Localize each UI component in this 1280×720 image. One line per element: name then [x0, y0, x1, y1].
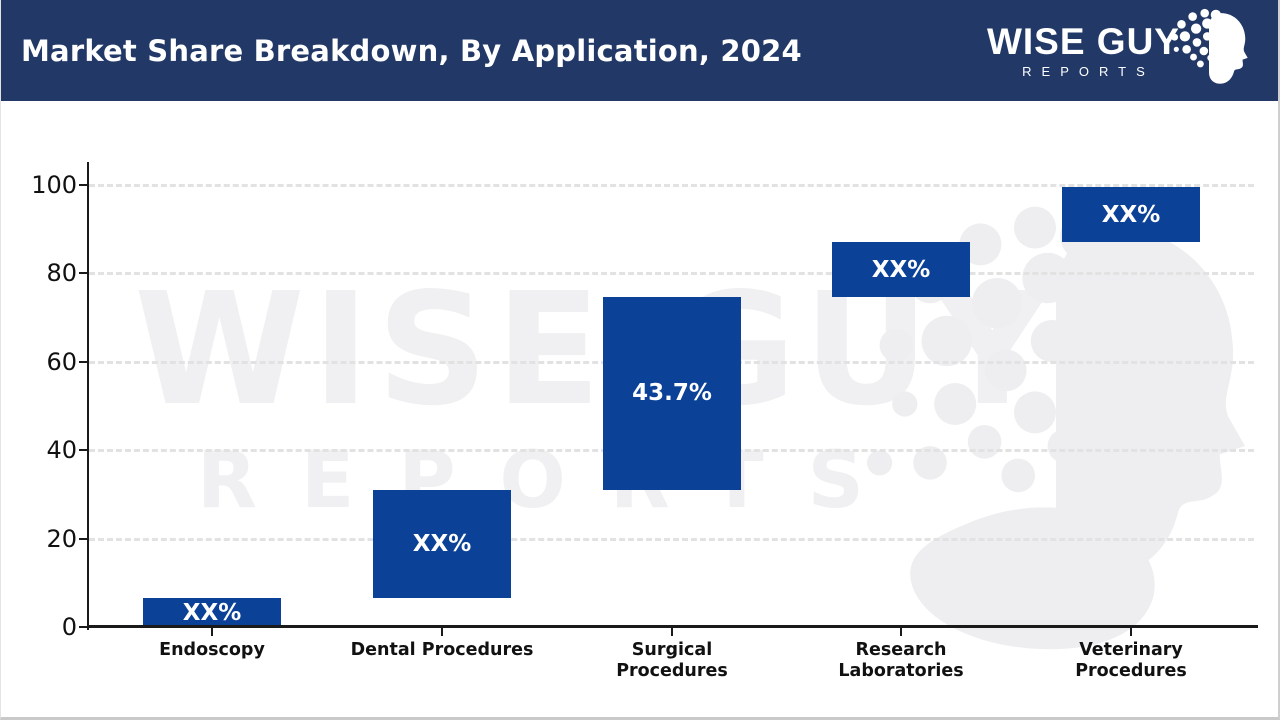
wiseguy-head-logo-icon: [1171, 8, 1248, 84]
watermark-subtitle: REPORTS: [197, 436, 908, 526]
y-axis-tick-mark: [79, 449, 89, 452]
header-bar: Market Share Breakdown, By Application, …: [1, 0, 1278, 101]
bar-endoscopy: XX%: [143, 598, 281, 627]
bar-value-label: XX%: [182, 599, 242, 626]
x-axis-category-label: Dental Procedures: [350, 640, 534, 660]
bar-value-label: 43.7%: [632, 380, 712, 407]
bar-dental-procedures: XX%: [373, 489, 511, 599]
bar-surgical-procedures: 43.7%: [603, 296, 741, 490]
x-axis-category-label: Research Laboratories: [838, 640, 964, 681]
bar-veterinary-procedures: XX%: [1062, 187, 1200, 243]
x-axis-line: [87, 625, 1258, 628]
y-axis-tick-label: 100: [31, 171, 77, 199]
wiseguy-logo: WISE GUY REPORTS: [987, 7, 1252, 95]
y-axis-tick-mark: [79, 272, 89, 275]
bar-value-label: XX%: [412, 531, 472, 558]
x-axis-tick-mark: [671, 628, 673, 636]
logo-wordmark: WISE GUY: [986, 20, 1180, 62]
x-axis-tick-mark: [441, 628, 443, 636]
gridline-80: [89, 272, 1254, 276]
bar-research-laboratories: XX%: [832, 242, 970, 297]
page-title: Market Share Breakdown, By Application, …: [21, 33, 802, 68]
bar-value-label: XX%: [1101, 201, 1161, 228]
gridline-100: [89, 184, 1254, 187]
watermark-head-icon: [867, 206, 1245, 650]
y-axis-tick-label: 40: [46, 436, 77, 465]
y-axis-tick-mark: [79, 184, 89, 186]
bar-value-label: XX%: [871, 256, 931, 283]
x-axis-category-label: Veterinary Procedures: [1075, 640, 1187, 681]
y-axis-tick-label: 80: [46, 259, 77, 288]
y-axis-tick-mark: [79, 360, 89, 363]
y-axis-tick-mark: [79, 626, 89, 628]
y-axis-tick-label: 20: [46, 524, 77, 553]
x-axis-category-label: Surgical Procedures: [616, 640, 728, 681]
y-axis-tick-label: 60: [46, 347, 77, 376]
x-axis-category-label: Endoscopy: [159, 640, 265, 660]
x-axis-tick-mark: [211, 628, 213, 636]
y-axis-tick-mark: [79, 537, 89, 540]
wiseguy-logo-text: WISE GUY REPORTS: [987, 23, 1180, 79]
x-axis-tick-mark: [900, 628, 902, 636]
x-axis-tick-mark: [1130, 628, 1132, 636]
y-axis-line: [87, 162, 89, 630]
y-axis-tick-label: 0: [61, 613, 77, 641]
logo-subtitle: REPORTS: [1022, 63, 1155, 79]
gridline-20: [89, 537, 1254, 541]
